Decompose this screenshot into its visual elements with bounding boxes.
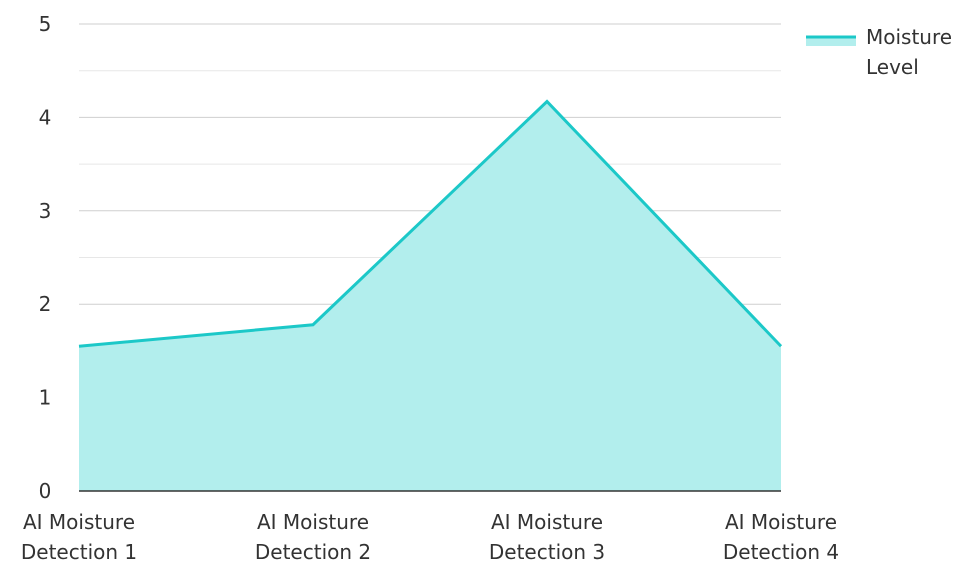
y-tick-label: 3 xyxy=(39,199,52,223)
legend: Moisture Level xyxy=(806,25,958,79)
y-tick-label: 2 xyxy=(39,292,52,316)
x-tick-label: AI Moisture Detection 3 xyxy=(489,510,605,564)
legend-swatch-fill xyxy=(806,36,856,46)
x-tick-label-line: Detection 1 xyxy=(21,540,137,564)
x-tick-label-line: AI Moisture xyxy=(725,510,837,534)
legend-label-line: Level xyxy=(866,55,919,79)
y-axis-tick-labels: 0 1 2 3 4 5 xyxy=(39,12,52,503)
y-tick-label: 5 xyxy=(39,12,52,36)
series-line xyxy=(78,99,783,348)
x-axis-tick-labels: AI Moisture Detection 1 AI Moisture Detecti… xyxy=(21,510,839,564)
series-area-fill xyxy=(79,101,781,491)
x-tick-label-line: Detection 3 xyxy=(489,540,605,564)
y-tick-label: 4 xyxy=(39,105,52,129)
x-tick-label: AI Moisture Detection 4 xyxy=(723,510,839,564)
x-tick-label: AI Moisture Detection 1 xyxy=(21,510,137,564)
x-tick-label-line: AI Moisture xyxy=(257,510,369,534)
x-tick-label-line: Detection 2 xyxy=(255,540,371,564)
y-tick-label: 1 xyxy=(39,386,52,410)
x-tick-label: AI Moisture Detection 2 xyxy=(255,510,371,564)
legend-label: Moisture Level xyxy=(866,25,958,79)
x-tick-label-line: Detection 4 xyxy=(723,540,839,564)
x-tick-label-line: AI Moisture xyxy=(23,510,135,534)
legend-label-line: Moisture xyxy=(866,25,952,49)
y-tick-label: 0 xyxy=(39,479,52,503)
x-tick-label-line: AI Moisture xyxy=(491,510,603,534)
